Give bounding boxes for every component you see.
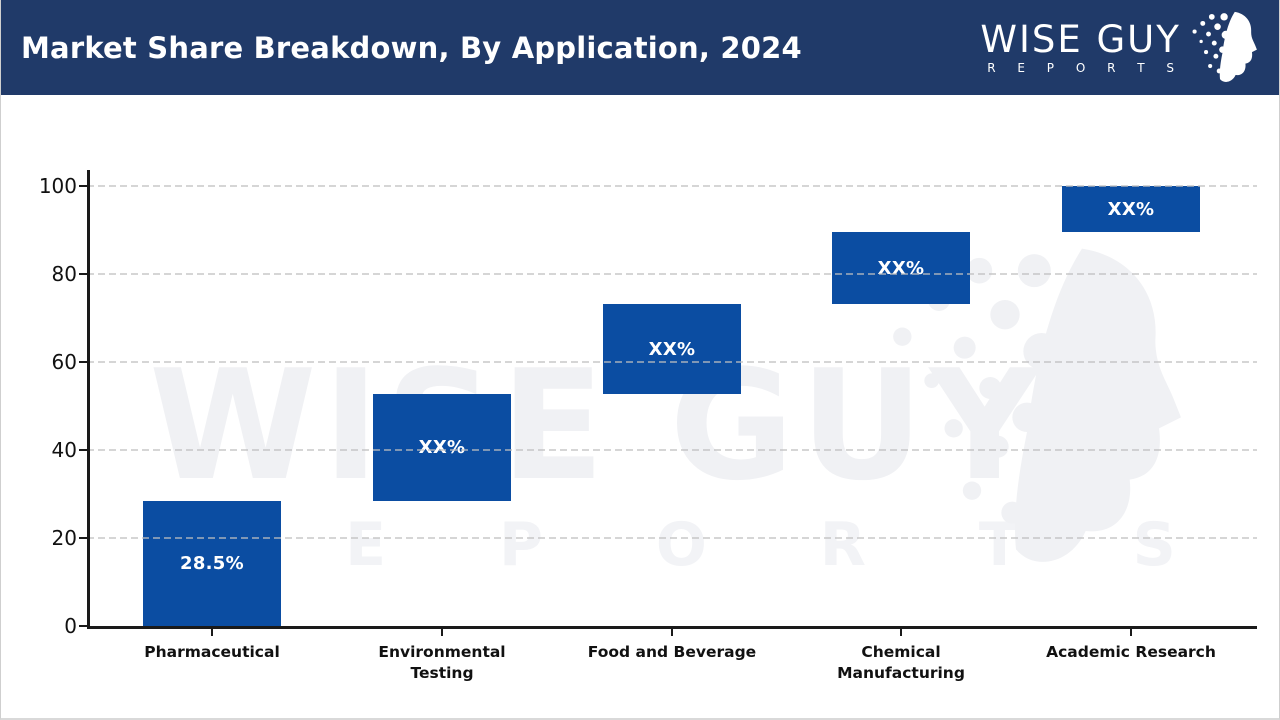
watermark-text-line1: WISE GUY — [149, 337, 1046, 514]
y-tick-mark-100 — [79, 185, 87, 187]
bar-value-label-academic-research: XX% — [1107, 198, 1155, 220]
x-axis-label-environmental-testing: Environmental Testing — [378, 643, 506, 682]
y-tick-label-60: 60 — [51, 350, 77, 374]
bar-chemical-manufacturing: XX% — [832, 232, 970, 304]
x-axis — [87, 626, 1257, 629]
watermark-text-line2: R E P O R T S — [186, 510, 1222, 580]
watermark-face-icon — [893, 248, 1181, 562]
bar-value-label-pharmaceutical: 28.5% — [180, 552, 244, 574]
bar-value-label-environmental-testing: XX% — [418, 436, 466, 458]
bar-value-label-chemical-manufacturing: XX% — [877, 257, 925, 279]
chart-area: WISE GUY R E P O R T S 28.5% XX% XX% XX% XX%… — [1, 95, 1279, 718]
bar-academic-research: XX% — [1062, 186, 1200, 233]
logo-line2: R E P O R T S — [987, 60, 1183, 75]
gridline-20 — [87, 537, 1257, 539]
wise-guy-reports-logo: WISE GUY R E P O R T S — [978, 7, 1257, 89]
header-bar: Market Share Breakdown, By Application, … — [1, 0, 1279, 95]
y-tick-mark-0 — [79, 625, 87, 627]
x-axis-label-food-and-beverage: Food and Beverage — [587, 643, 757, 661]
gridline-80 — [87, 273, 1257, 275]
y-tick-mark-60 — [79, 361, 87, 363]
face-profile-icon — [1192, 11, 1257, 82]
bar-food-and-beverage: XX% — [603, 303, 741, 395]
y-tick-label-80: 80 — [51, 262, 77, 286]
y-tick-mark-80 — [79, 273, 87, 275]
y-tick-mark-20 — [79, 537, 87, 539]
x-tick-mark-pharmaceutical — [211, 628, 213, 636]
gridline-40 — [87, 449, 1257, 451]
gridline-100 — [87, 185, 1257, 187]
gridline-60 — [87, 361, 1257, 363]
y-tick-label-100: 100 — [38, 174, 77, 198]
x-axis-label-academic-research: Academic Research — [1046, 643, 1216, 661]
bar-environmental-testing: XX% — [373, 394, 511, 501]
x-tick-mark-food-and-beverage — [671, 628, 673, 636]
page-title: Market Share Breakdown, By Application, … — [21, 30, 802, 65]
logo-wordmark: WISE GUY R E P O R T S — [978, 21, 1183, 75]
logo-line1: WISE GUY — [980, 17, 1181, 61]
y-tick-label-40: 40 — [51, 438, 77, 462]
y-tick-label-20: 20 — [51, 526, 77, 550]
y-tick-label-0: 0 — [64, 614, 77, 638]
bar-pharmaceutical: 28.5% — [143, 500, 281, 626]
bar-value-label-food-and-beverage: XX% — [648, 338, 696, 360]
x-tick-mark-academic-research — [1130, 628, 1132, 636]
x-tick-mark-chemical-manufacturing — [900, 628, 902, 636]
x-axis-label-pharmaceutical: Pharmaceutical — [144, 643, 280, 661]
x-axis-label-chemical-manufacturing: Chemical Manufacturing — [837, 643, 965, 682]
x-tick-mark-environmental-testing — [441, 628, 443, 636]
y-tick-mark-40 — [79, 449, 87, 451]
y-axis — [87, 170, 90, 628]
